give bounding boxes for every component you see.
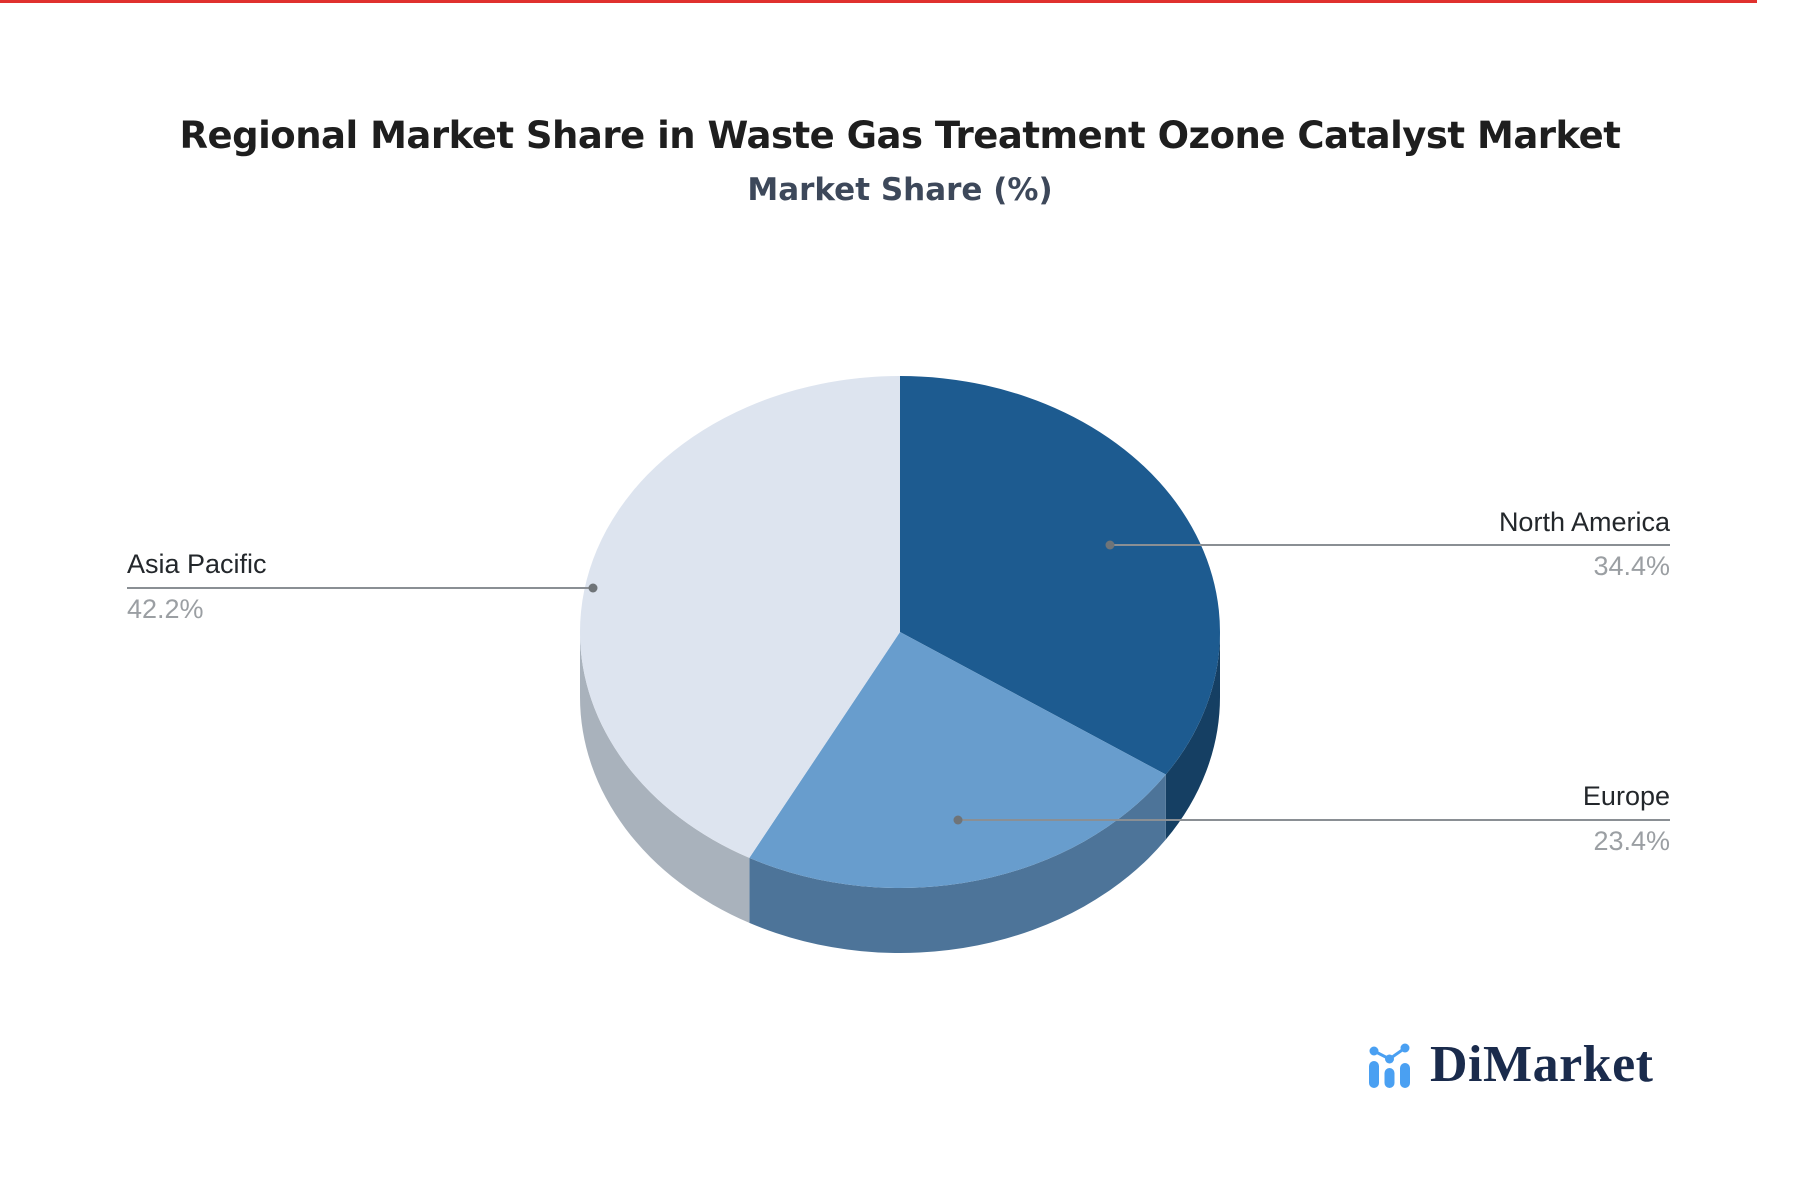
- callout-value-north-america: 34.4%: [1593, 551, 1670, 581]
- logo-bars: [1369, 1061, 1410, 1088]
- pie-side-north-america: [1165, 632, 1220, 840]
- callout-dot-europe: [953, 815, 963, 825]
- brand-logo: DiMarket: [1367, 1036, 1654, 1093]
- page-title: Regional Market Share in Waste Gas Treat…: [179, 114, 1621, 157]
- logo-line: [1369, 1043, 1410, 1064]
- callout-label-europe: Europe: [1582, 781, 1670, 811]
- brand-name: DiMarket: [1430, 1036, 1654, 1093]
- callout-label-asia-pacific: Asia Pacific: [127, 549, 267, 579]
- callout-label-north-america: North America: [1498, 507, 1670, 537]
- callout-dot-asia-pacific: [588, 583, 598, 593]
- callout-dot-north-america: [1105, 540, 1115, 550]
- pie-slice-asia-pacific[interactable]: [579, 375, 900, 858]
- callout-value-asia-pacific: 42.2%: [127, 594, 204, 624]
- pie-slice-north-america[interactable]: [900, 376, 1220, 775]
- top-accent-bar: [0, 0, 1757, 3]
- pie-side-europe: [749, 774, 1166, 954]
- pie-slice-europe[interactable]: [749, 632, 1166, 889]
- callout-value-europe: 23.4%: [1593, 826, 1670, 856]
- pie-side-asia-pacific: [580, 632, 750, 923]
- bar-line-chart-icon: [1369, 1043, 1410, 1088]
- chart-subtitle: Market Share (%): [747, 172, 1053, 208]
